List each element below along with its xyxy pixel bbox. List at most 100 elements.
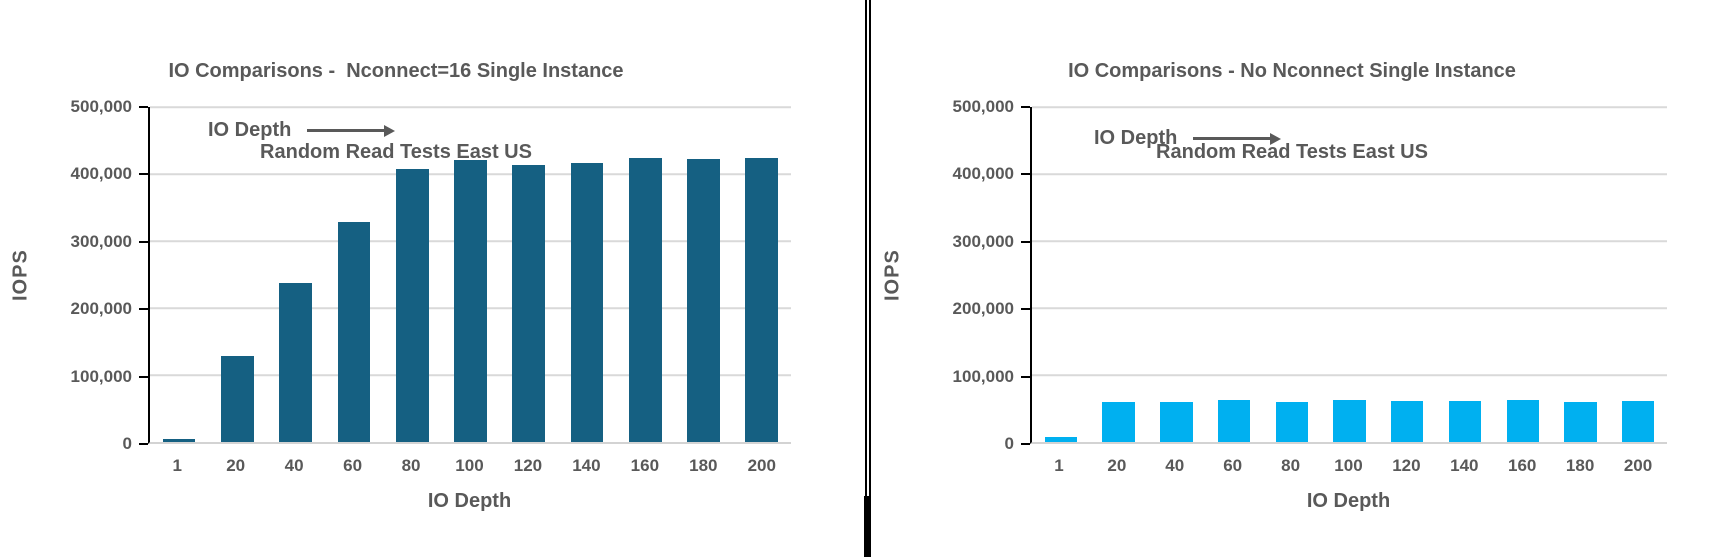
y-tick: 400,000 <box>71 164 148 184</box>
bar-series <box>150 107 791 442</box>
y-tick-mark <box>1021 375 1030 378</box>
bar-slot <box>733 107 791 442</box>
bar-slot <box>1436 107 1494 442</box>
gridline <box>1032 240 1667 242</box>
gridline <box>1032 374 1667 376</box>
y-tick-mark <box>139 106 148 108</box>
chart-title-line1: IO Comparisons - No Nconnect Single Inst… <box>1068 60 1516 82</box>
y-tick-label: 300,000 <box>70 231 132 251</box>
bar-slot <box>441 107 499 442</box>
bar-iodepth-120 <box>1391 401 1424 442</box>
bar-slot <box>1032 107 1090 442</box>
x-tick-label: 100 <box>1334 456 1363 475</box>
y-axis-ticks: 0 100,000 200,000 300,000 400,000 500,000 <box>0 97 148 453</box>
y-tick: 500,000 <box>953 97 1030 117</box>
y-tick-mark <box>1021 106 1030 108</box>
bar-iodepth-180 <box>687 159 720 442</box>
y-tick: 300,000 <box>71 232 148 252</box>
panel-divider-bottom <box>864 496 871 557</box>
y-tick: 400,000 <box>953 164 1030 184</box>
bar-slot <box>150 107 208 442</box>
bar-iodepth-80 <box>395 168 429 442</box>
bar-iodepth-40 <box>1160 401 1193 442</box>
x-tick-label: 140 <box>1450 456 1479 475</box>
bar-slot <box>1609 107 1667 442</box>
bar-iodepth-160 <box>1506 400 1539 442</box>
y-tick-mark <box>139 240 148 243</box>
x-tick-label: 1 <box>172 456 182 475</box>
y-axis-ticks: 0 100,000 200,000 300,000 400,000 500,000 <box>872 97 1030 453</box>
bar-slot <box>1378 107 1436 442</box>
right-arrow-icon <box>1193 137 1272 140</box>
y-tick-mark <box>1021 240 1030 243</box>
x-tick-label: 20 <box>226 456 246 475</box>
bar-slot <box>1147 107 1205 442</box>
x-tick-label: 1 <box>1054 456 1064 475</box>
x-tick-label: 120 <box>513 456 543 475</box>
y-tick: 0 <box>123 434 148 454</box>
y-tick-mark <box>139 443 148 445</box>
bar-iodepth-100 <box>1333 400 1366 442</box>
bar-slot <box>267 107 325 442</box>
right-arrow-icon <box>307 129 386 132</box>
bar-slot <box>325 107 383 442</box>
bar-iodepth-20 <box>221 355 254 442</box>
bar-iodepth-1 <box>1044 437 1078 442</box>
bar-slot <box>1552 107 1610 442</box>
bar-iodepth-60 <box>337 221 371 442</box>
bar-iodepth-140 <box>1448 401 1482 442</box>
y-tick-mark <box>1021 308 1030 311</box>
annotation-label: IO Depth <box>1094 127 1178 149</box>
bar-slot <box>558 107 616 442</box>
y-tick: 0 <box>1005 434 1030 454</box>
plot-area: IO Depth <box>1030 106 1667 444</box>
bar-iodepth-200 <box>1622 401 1655 442</box>
bar-slot <box>208 107 266 442</box>
bar-iodepth-20 <box>1102 401 1135 442</box>
chart-panel-no-nconnect: IO Comparisons - No Nconnect Single Inst… <box>872 0 1712 557</box>
x-axis-ticks: 1 20 40 60 80 100 120 140 160 180 200 <box>1030 456 1667 476</box>
bar-series <box>1032 107 1667 442</box>
bar-slot <box>1205 107 1263 442</box>
y-tick-mark <box>1021 443 1030 445</box>
y-tick-label: 400,000 <box>952 164 1014 184</box>
x-tick-label: 160 <box>630 456 660 475</box>
bar-slot <box>1494 107 1552 442</box>
bar-iodepth-180 <box>1564 401 1597 442</box>
annotation-label: IO Depth <box>208 119 292 141</box>
y-tick: 200,000 <box>953 299 1030 319</box>
chart-title: IO Comparisons - No Nconnect Single Inst… <box>872 4 1712 220</box>
x-axis-title: IO Depth <box>427 490 512 512</box>
x-tick-label: 140 <box>572 456 601 475</box>
y-tick-label: 500,000 <box>70 97 132 116</box>
y-tick-label: 100,000 <box>70 366 132 386</box>
y-tick: 200,000 <box>71 299 148 319</box>
x-tick-label: 200 <box>747 456 776 475</box>
x-axis-ticks: 1 20 40 60 80 100 120 140 160 180 200 <box>148 456 791 476</box>
plot-area: IO Depth <box>148 106 791 444</box>
gridline <box>1032 173 1667 175</box>
y-tick-label: 500,000 <box>952 97 1014 116</box>
io-depth-annotation: IO Depth <box>1094 127 1272 150</box>
x-tick-label: 20 <box>1107 456 1127 475</box>
bar-iodepth-1 <box>162 438 196 442</box>
x-tick-label: 100 <box>455 456 484 475</box>
x-tick-label: 160 <box>1508 456 1537 475</box>
x-tick-label: 120 <box>1392 456 1421 475</box>
x-tick-label: 180 <box>1565 456 1595 475</box>
x-tick-label: 80 <box>1281 456 1301 475</box>
panel-divider-line-left <box>865 0 867 497</box>
y-tick: 100,000 <box>71 367 148 387</box>
x-tick-label: 40 <box>284 456 304 475</box>
bar-iodepth-120 <box>512 165 546 442</box>
y-tick: 500,000 <box>71 97 148 117</box>
bar-iodepth-40 <box>279 282 312 442</box>
bar-iodepth-80 <box>1275 401 1308 442</box>
gridline <box>1032 106 1667 108</box>
panel-divider-line-right <box>869 0 871 497</box>
bar-iodepth-160 <box>628 157 662 442</box>
y-tick-label: 0 <box>1004 434 1014 453</box>
y-tick: 100,000 <box>953 367 1030 387</box>
y-tick-label: 400,000 <box>70 164 132 184</box>
x-tick-label: 40 <box>1165 456 1185 475</box>
